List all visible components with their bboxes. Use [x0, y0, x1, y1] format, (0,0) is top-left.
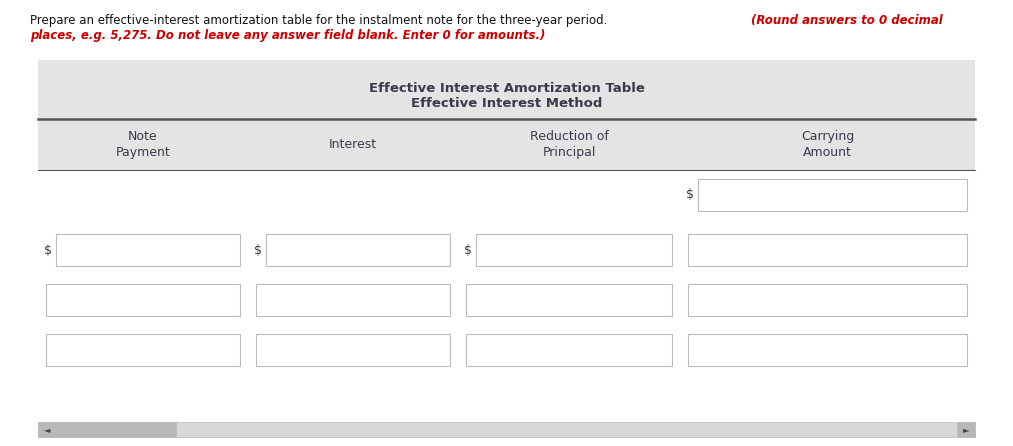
- Bar: [476, 234, 672, 266]
- Bar: [266, 234, 450, 266]
- Bar: [38, 422, 975, 437]
- Text: Interest: Interest: [329, 138, 377, 151]
- Text: $: $: [44, 244, 52, 256]
- Bar: [56, 234, 240, 266]
- Bar: [466, 334, 672, 366]
- Text: ►: ►: [962, 425, 969, 434]
- Text: Amount: Amount: [803, 146, 852, 159]
- Text: $: $: [464, 244, 472, 256]
- Bar: [957, 422, 975, 437]
- Text: Prepare an effective-interest amortization table for the instalment note for the: Prepare an effective-interest amortizati…: [30, 14, 611, 27]
- Bar: [688, 234, 967, 266]
- Text: Effective Interest Amortization Table: Effective Interest Amortization Table: [369, 82, 644, 95]
- Bar: [38, 422, 56, 437]
- Bar: [38, 60, 975, 415]
- Text: Effective Interest Method: Effective Interest Method: [411, 97, 602, 110]
- Text: Note: Note: [129, 130, 158, 143]
- Bar: [256, 284, 450, 316]
- Bar: [466, 284, 672, 316]
- Bar: [46, 284, 240, 316]
- Bar: [688, 334, 967, 366]
- Text: places, e.g. 5,275. Do not leave any answer field blank. Enter 0 for amounts.): places, e.g. 5,275. Do not leave any ans…: [30, 29, 545, 42]
- Bar: [256, 334, 450, 366]
- Bar: [56, 422, 176, 437]
- Text: Payment: Payment: [115, 146, 170, 159]
- Bar: [38, 170, 975, 415]
- Text: $: $: [254, 244, 262, 256]
- Text: $: $: [686, 189, 694, 202]
- Bar: [698, 179, 967, 211]
- Text: ◄: ◄: [44, 425, 51, 434]
- Bar: [46, 334, 240, 366]
- Text: Reduction of: Reduction of: [530, 130, 609, 143]
- Text: (Round answers to 0 decimal: (Round answers to 0 decimal: [751, 14, 943, 27]
- Text: Principal: Principal: [542, 146, 596, 159]
- Bar: [688, 284, 967, 316]
- Text: Carrying: Carrying: [801, 130, 854, 143]
